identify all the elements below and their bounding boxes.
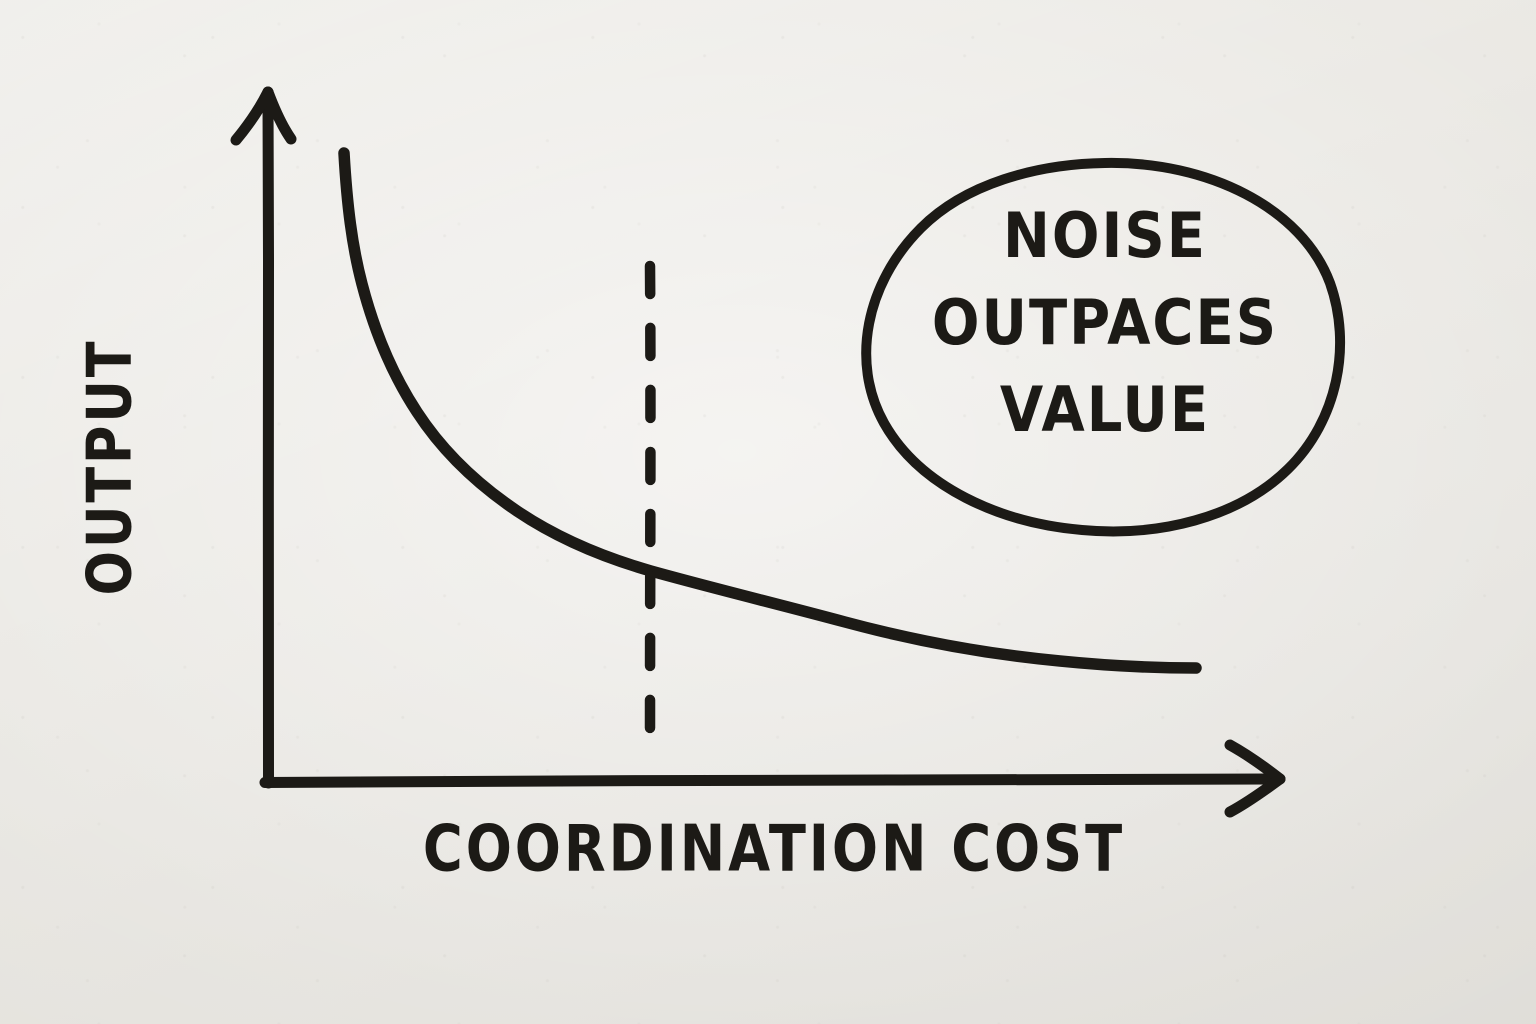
x-axis-label: COORDINATION COST: [422, 812, 1126, 887]
x-axis: [259, 739, 1286, 818]
output-decay-curve: [338, 147, 1202, 674]
y-axis-label-container: OUTPUT: [0, 300, 260, 640]
y-axis: [230, 86, 297, 789]
y-axis-arrowhead: [262, 86, 297, 145]
callout-line-noise: NOISE: [1003, 200, 1207, 273]
y-axis-line: [262, 92, 274, 789]
y-axis-label: OUTPUT: [73, 338, 146, 596]
callout-ellipse-outline: [861, 157, 1345, 537]
x-axis-line: [259, 773, 1278, 788]
x-axis-arrowhead: [1224, 773, 1286, 818]
callout-line-outpaces: OUTPACES: [931, 287, 1279, 360]
callout-ellipse: [861, 157, 1345, 537]
curve-line: [338, 147, 1202, 674]
callout-line-value: VALUE: [999, 374, 1211, 447]
callout-text-block: NOISE OUTPACES VALUE: [880, 200, 1330, 447]
